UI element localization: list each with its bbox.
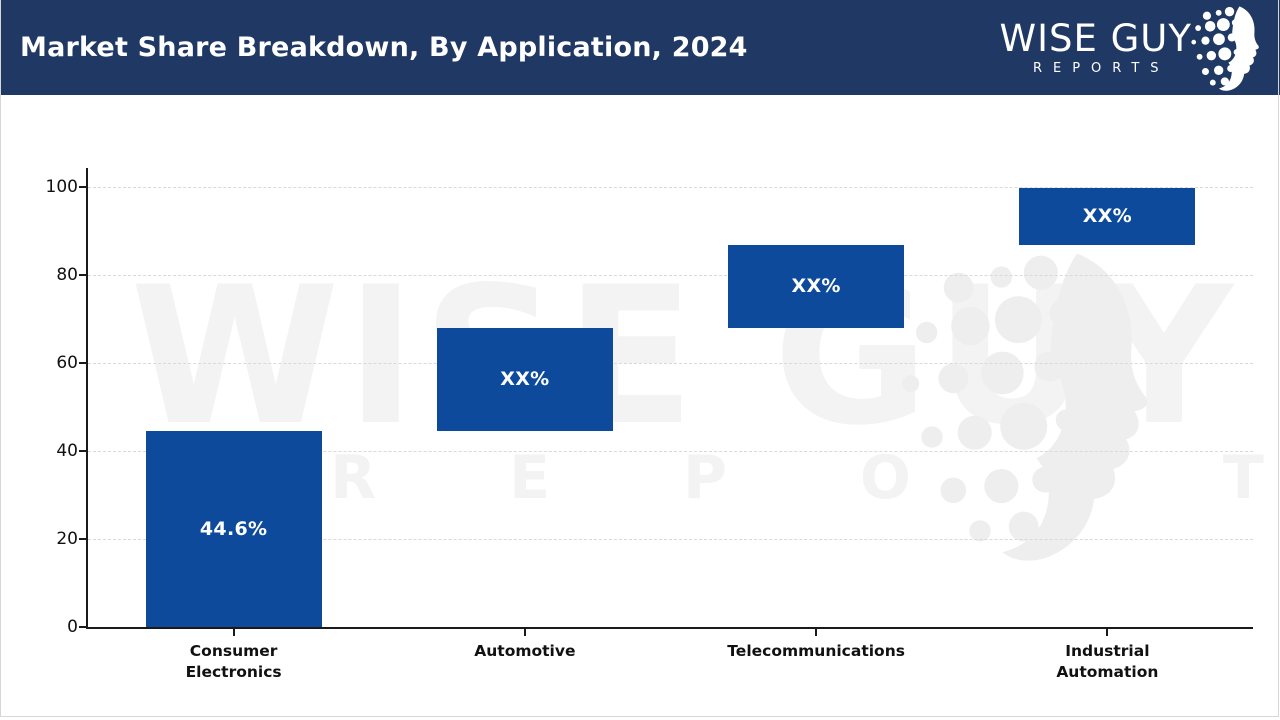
logo-wordmark: WISE GUY <box>999 16 1192 60</box>
y-tick-label: 0 <box>67 617 78 637</box>
y-tick-mark <box>79 186 86 188</box>
y-axis-spine <box>86 168 88 629</box>
gridline <box>88 275 1253 276</box>
bar-consumer-electronics: 44.6% <box>145 430 322 627</box>
dotted-head-logo-icon <box>1191 5 1259 91</box>
page-title: Market Share Breakdown, By Application, … <box>20 32 748 63</box>
chart-plot-area: 0 20 40 60 80 100 44.6% Consumer Electronics XX% A… <box>0 95 1280 720</box>
x-tick-mark <box>232 629 235 636</box>
bar-value-label: 44.6% <box>199 517 268 540</box>
y-tick-label: 100 <box>45 177 78 197</box>
x-axis-spine <box>86 627 1253 629</box>
x-tick-mark <box>815 629 818 636</box>
y-tick-label: 60 <box>56 353 78 373</box>
x-category-label: Automotive <box>474 642 576 660</box>
bar-automotive: XX% <box>436 327 613 431</box>
x-category-label: Industrial Automation <box>1056 642 1159 681</box>
y-tick-label: 80 <box>56 265 78 285</box>
y-tick-label: 40 <box>56 441 78 461</box>
logo-subtext: REPORTS <box>1032 60 1170 76</box>
gridline <box>88 539 1253 540</box>
y-tick-mark <box>79 538 86 540</box>
brand-logo: WISE GUY REPORTS <box>1000 4 1280 92</box>
x-tick-mark <box>1106 629 1109 636</box>
y-tick-mark <box>79 626 86 628</box>
header-bar: Market Share Breakdown, By Application, … <box>0 0 1280 95</box>
bar-value-label: XX% <box>1082 205 1132 228</box>
bar-telecommunications: XX% <box>728 245 905 328</box>
bar-value-label: XX% <box>500 368 550 391</box>
x-category-label: Telecommunications <box>727 642 905 660</box>
y-tick-mark <box>79 274 86 276</box>
y-tick-label: 20 <box>56 529 78 549</box>
bar-value-label: XX% <box>791 275 841 298</box>
gridline <box>88 363 1253 364</box>
y-tick-mark <box>79 450 86 452</box>
y-tick-mark <box>79 362 86 364</box>
x-category-label: Consumer Electronics <box>185 642 282 681</box>
x-tick-mark <box>523 629 526 636</box>
gridline <box>88 187 1253 188</box>
bar-industrial-automation: XX% <box>1019 187 1196 246</box>
dotted-head-watermark-icon <box>902 253 1148 561</box>
gridline <box>88 451 1253 452</box>
